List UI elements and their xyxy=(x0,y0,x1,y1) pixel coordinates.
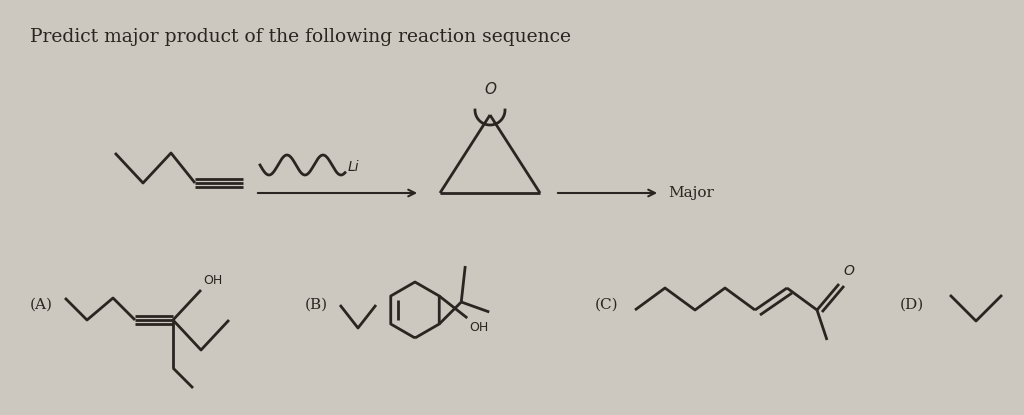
Text: Li: Li xyxy=(348,160,359,174)
Text: (D): (D) xyxy=(900,298,925,312)
Text: Major: Major xyxy=(668,186,714,200)
Text: OH: OH xyxy=(469,321,488,334)
Text: (C): (C) xyxy=(595,298,618,312)
Text: (B): (B) xyxy=(305,298,328,312)
Text: Predict major product of the following reaction sequence: Predict major product of the following r… xyxy=(30,28,571,46)
Text: O: O xyxy=(484,83,496,98)
Text: (A): (A) xyxy=(30,298,53,312)
Text: OH: OH xyxy=(203,274,222,287)
Text: O: O xyxy=(843,264,854,278)
